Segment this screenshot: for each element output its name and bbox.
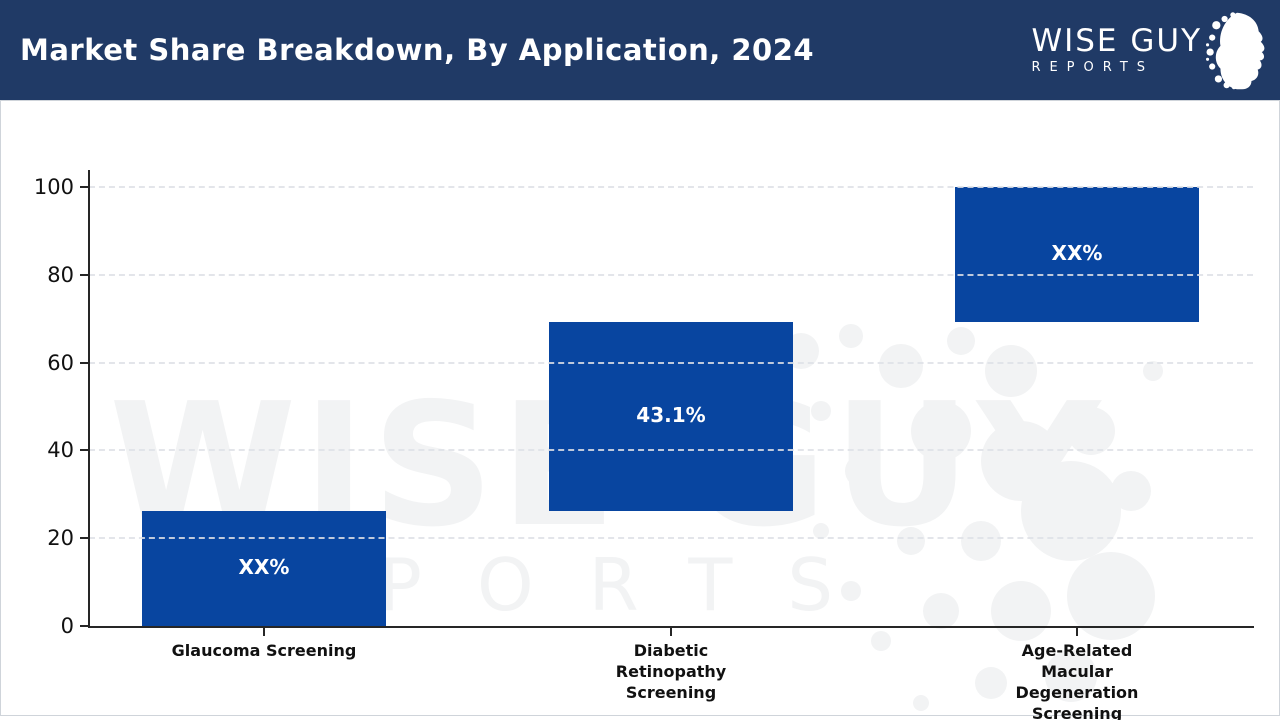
x-category-label-line: Diabetic — [633, 641, 709, 660]
wise-guy-reports-logo: WISE GUY REPORTS — [1031, 10, 1268, 90]
bar-segment: XX% — [142, 510, 386, 626]
y-tick-40 — [80, 449, 88, 452]
y-tick-label: 100 — [33, 175, 74, 199]
x-tick — [263, 628, 265, 636]
y-axis-line — [88, 170, 90, 628]
y-tick-20 — [80, 537, 88, 540]
bar-segment: XX% — [955, 187, 1199, 322]
x-category-label-line: Glaucoma Screening — [171, 641, 357, 660]
logo-wordmark: WISE GUY — [1031, 23, 1202, 59]
bar-value-label: XX% — [238, 555, 290, 580]
y-tick-label: 20 — [47, 526, 74, 551]
gridline-y-60 — [89, 361, 1253, 364]
bar-segment: 43.1% — [549, 321, 793, 511]
x-tick — [1076, 628, 1078, 636]
x-category-label: Diabetic Retinopathy Screening — [541, 640, 801, 703]
gridline-y-40 — [89, 449, 1253, 452]
page-title: Market Share Breakdown, By Application, … — [20, 33, 815, 67]
x-category-label-line: Macular — [1041, 662, 1113, 681]
logo-wordmark-block: WISE GUY REPORTS — [1031, 23, 1202, 75]
gridline-y-20 — [89, 537, 1253, 540]
x-category-label-line: Screening — [1031, 704, 1123, 720]
x-category-label-line: Screening — [625, 683, 717, 702]
x-category-label-line: Degeneration — [1015, 683, 1139, 702]
x-category-label: Glaucoma Screening — [134, 640, 394, 661]
y-tick-label: 0 — [60, 614, 74, 638]
y-tick-0 — [80, 625, 88, 627]
logo-face-icon — [1206, 12, 1265, 90]
x-tick — [670, 628, 672, 636]
y-tick-label: 80 — [47, 262, 74, 287]
bar-value-label: 43.1% — [636, 403, 706, 428]
y-tick-label: 40 — [47, 438, 74, 463]
logo-subtitle: REPORTS — [1031, 60, 1155, 75]
header-bar: Market Share Breakdown, By Application, … — [0, 0, 1280, 100]
y-tick-100 — [80, 186, 88, 188]
y-tick-60 — [80, 361, 88, 364]
bar-value-label: XX% — [1051, 241, 1103, 266]
x-axis-line — [88, 626, 1254, 628]
gridline-y-100 — [89, 186, 1253, 188]
y-tick-80 — [80, 273, 88, 276]
gridline-y-80 — [89, 273, 1253, 276]
x-category-label-line: Age-Related — [1021, 641, 1133, 660]
x-category-label: Age-Related Macular Degeneration Screening — [947, 640, 1207, 720]
y-tick-label: 60 — [47, 350, 74, 375]
x-category-label-line: Retinopathy — [615, 662, 727, 681]
watermark-face-dots-icon — [783, 324, 1163, 711]
